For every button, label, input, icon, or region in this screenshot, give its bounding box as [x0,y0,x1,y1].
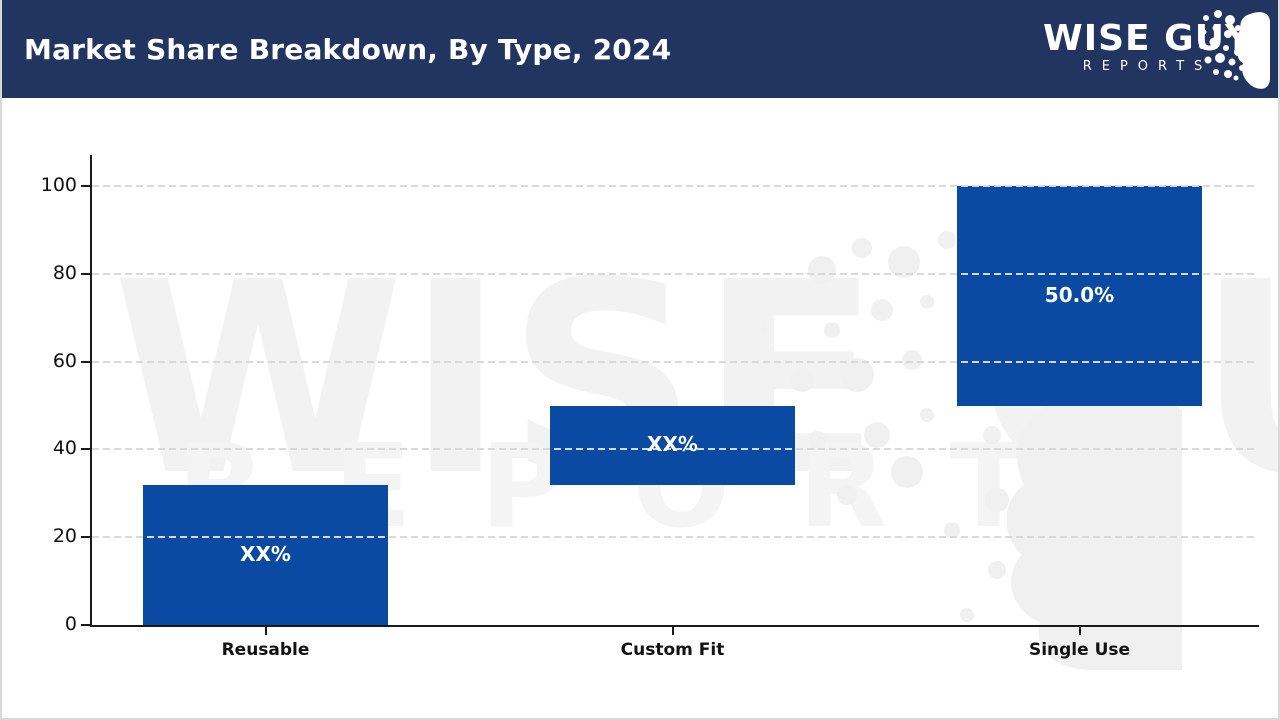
x-axis-label-2: Single Use [1028,640,1131,660]
bar-single-use [957,186,1202,406]
y-tick-label: 20 [52,525,77,548]
y-tick [81,624,90,626]
y-tick [81,536,90,539]
x-axis-label-0: Reusable [221,640,310,660]
brand-logo: WISE GUY REPORTS [1015,6,1270,94]
gridline [92,272,1257,275]
brand-logo-face-icon [1199,10,1270,89]
y-tick [81,272,90,275]
y-tick-label: 80 [52,261,77,284]
y-tick-label: 0 [64,613,77,635]
x-tick [264,627,267,635]
watermark-face-dots [762,231,1182,670]
gridline [92,360,1257,363]
header-bar: Market Share Breakdown, By Type, 2024 WI… [2,0,1278,98]
y-tick [81,360,90,363]
bar-value-label: XX% [240,541,291,566]
y-tick-label: 60 [52,349,77,372]
y-tick [81,448,90,451]
y-tick-label: 100 [40,174,77,196]
gridline [92,448,1257,451]
gridline [92,536,1257,539]
bar-custom-fit [550,405,795,485]
x-axis-line [90,625,1259,627]
bar-value-label: 50.0% [1044,282,1115,307]
gridline [92,185,1257,187]
brand-logo-reports: REPORTS [1082,59,1213,74]
page-title: Market Share Breakdown, By Type, 2024 [24,32,672,66]
y-tick-label: 40 [52,437,77,460]
bar-value-label: XX% [647,432,698,456]
y-tick [81,185,90,187]
y-axis-line [90,155,92,627]
bar-reusable [143,484,388,625]
x-axis-label-1: Custom Fit [620,640,725,660]
x-tick [1078,627,1081,635]
x-tick [671,627,674,635]
